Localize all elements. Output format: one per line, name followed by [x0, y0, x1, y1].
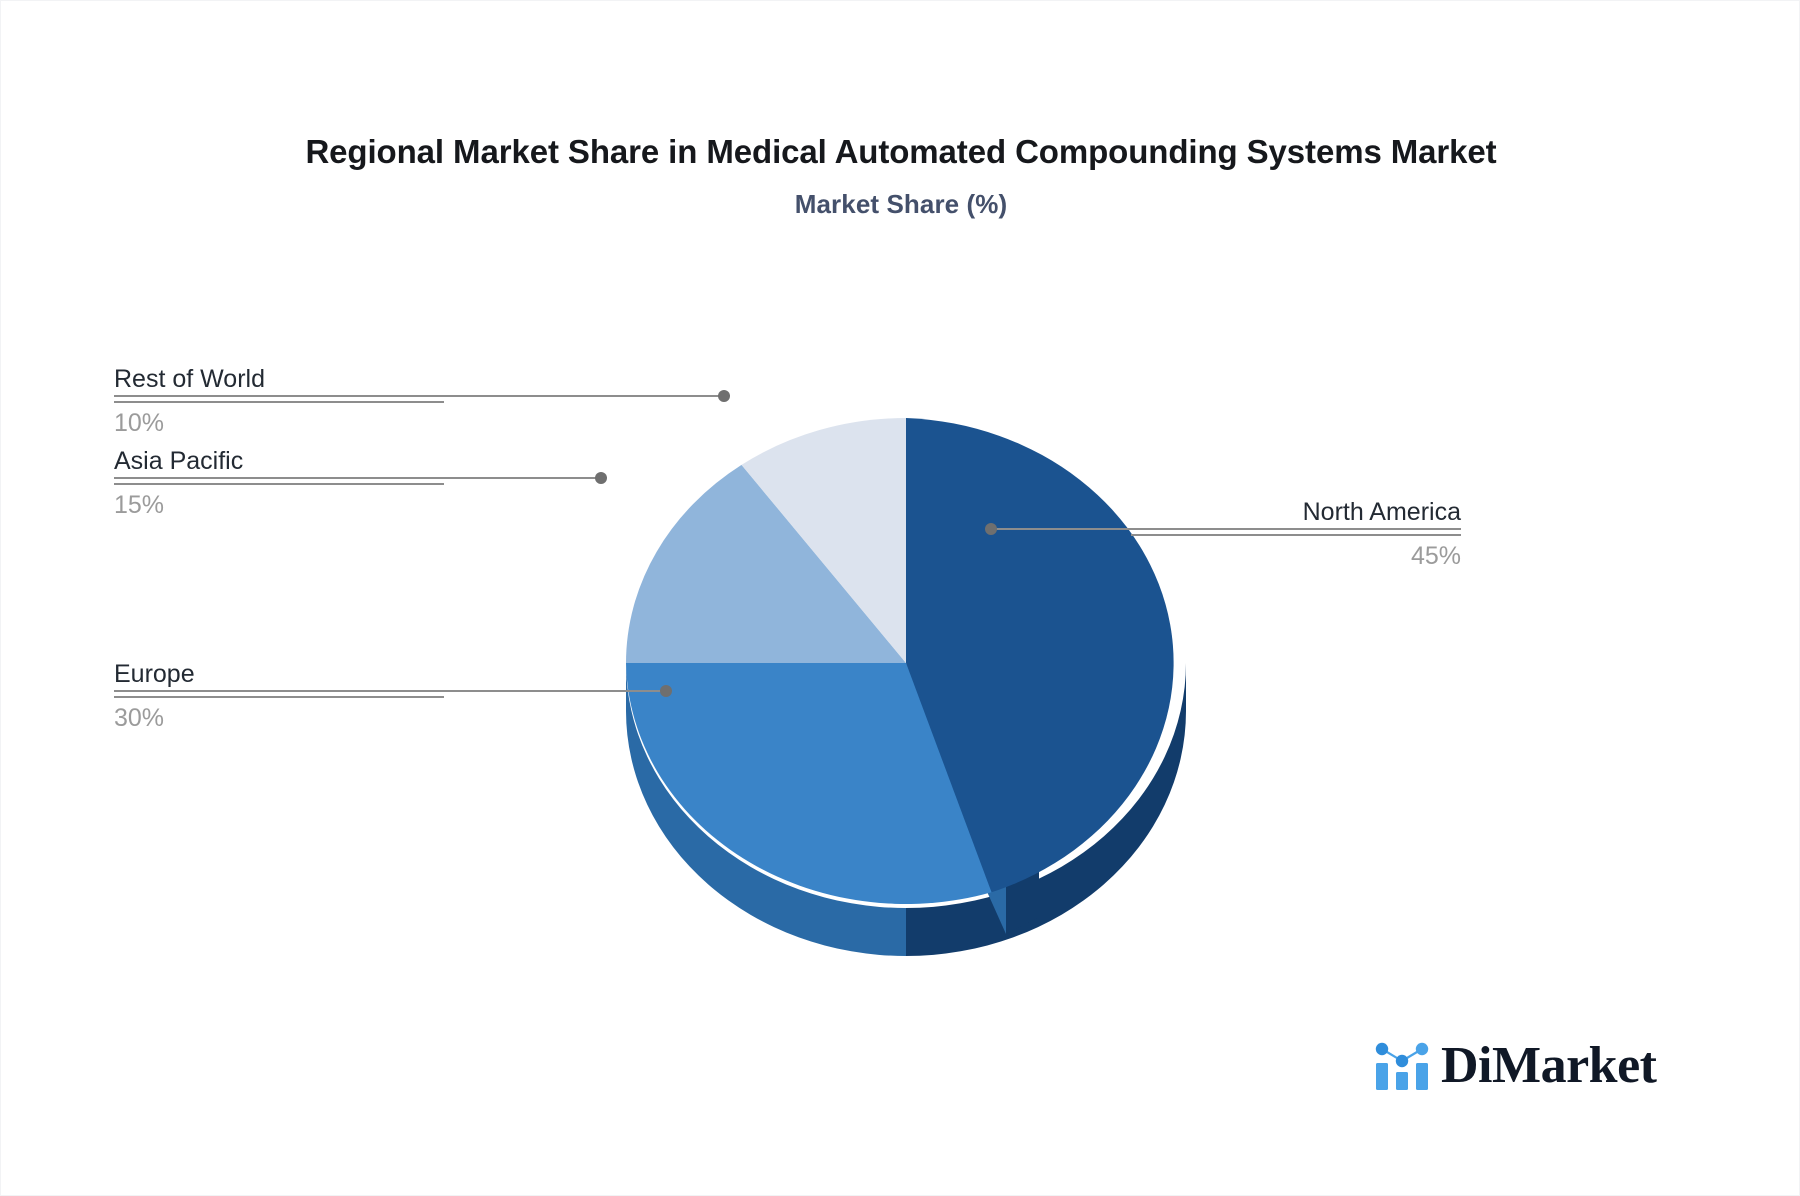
callout-rule [1131, 534, 1461, 536]
chart-subtitle: Market Share (%) [794, 189, 1008, 219]
callout-rule [114, 483, 444, 485]
callout-label-rest-of-world: Rest of World [114, 365, 265, 393]
callout-value-europe: 30% [114, 704, 165, 732]
callout-value-asia-pacific: 15% [114, 491, 165, 519]
pie-slice-rest-of-world [741, 418, 906, 663]
pie-side-na-face [1006, 869, 1039, 934]
callout-north-america: North America 45% [1131, 496, 1461, 572]
callout-rest-of-world: Rest of World 10% [114, 363, 444, 439]
callout-rule [114, 401, 444, 403]
brand-name: DiMarket [1441, 1037, 1657, 1094]
pie-chart [561, 331, 1261, 991]
pie-slice-asia-pacific [626, 464, 906, 663]
callout-label-asia-pacific: Asia Pacific [114, 447, 244, 475]
brand-logo: DiMarket [1373, 1037, 1657, 1094]
callout-asia-pacific: Asia Pacific 15% [114, 445, 444, 521]
callout-europe: Europe 30% [114, 658, 444, 734]
callout-label-europe: Europe [114, 660, 195, 688]
pie-slice-europe [626, 663, 992, 905]
page-title: Regional Market Share in Medical Automat… [305, 133, 1497, 170]
callout-value-rest-of-world: 10% [114, 409, 165, 437]
pie-side-north-america [906, 663, 1186, 956]
pie-top-face [626, 418, 1174, 905]
callout-label-north-america: North America [1302, 498, 1461, 526]
callout-rule [114, 696, 444, 698]
bar-chart-trend-icon [1375, 1042, 1429, 1090]
pie-slice-north-america [906, 418, 1174, 893]
pie-chart-svg [626, 418, 1186, 956]
pie-side-europe [626, 663, 906, 956]
callout-value-north-america: 45% [1410, 542, 1461, 570]
